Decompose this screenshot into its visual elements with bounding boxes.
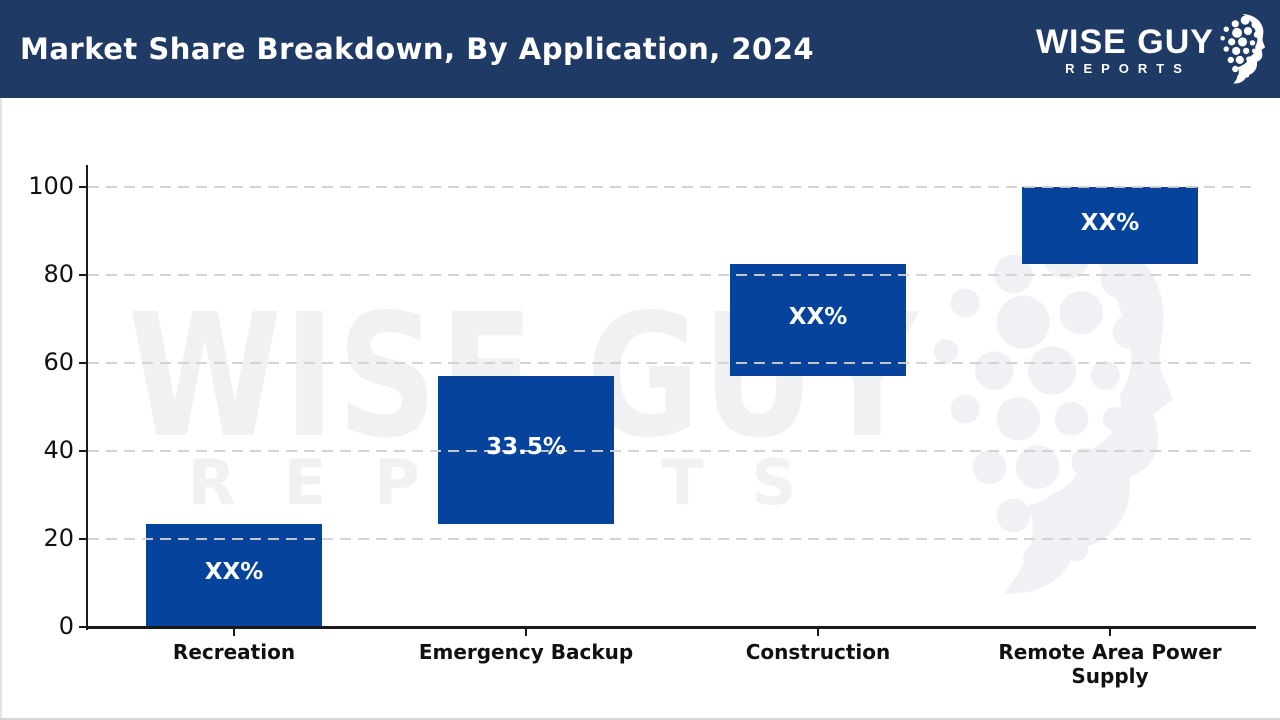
y-tick-label-20: 20 (43, 524, 74, 552)
logo-subtitle: REPORTS (1065, 60, 1191, 76)
bar-value-label-0: XX% (204, 559, 264, 586)
bar-2 (730, 264, 906, 377)
gridline-80 (88, 274, 1256, 276)
y-tick-60 (79, 362, 88, 364)
y-tick-label-80: 80 (43, 260, 74, 288)
x-tick-label-0: Recreation (172, 640, 296, 664)
gridline-60 (88, 362, 1256, 364)
y-tick-100 (79, 186, 88, 188)
plot-canvas: WISE GUY REPORTS XX%33.5%XX%XX%020406080… (0, 98, 1280, 718)
y-tick-0 (79, 626, 88, 628)
x-tick-3 (1109, 627, 1111, 636)
gridline-20 (88, 538, 1256, 540)
wiseguy-logo: WISE GUY REPORTS (1016, 8, 1266, 92)
bar-3 (1022, 187, 1198, 264)
logo-face-icon (1220, 13, 1266, 84)
y-tick-20 (79, 538, 88, 540)
header-bar: Market Share Breakdown, By Application, … (0, 0, 1280, 98)
logo-wordmark: WISE GUY (1035, 22, 1214, 61)
gridline-40 (88, 450, 1256, 452)
x-tick-label-2: Construction (745, 640, 891, 664)
bar-1 (438, 376, 614, 524)
logo-wordmark-block: WISE GUY REPORTS (1036, 25, 1214, 76)
bar-value-label-1: 33.5% (486, 433, 566, 460)
bar-0 (146, 523, 322, 627)
x-tick-2 (817, 627, 819, 636)
y-tick-label-100: 100 (28, 172, 74, 200)
gridline-100 (88, 186, 1256, 188)
x-tick-0 (233, 627, 235, 636)
chart-title: Market Share Breakdown, By Application, … (20, 32, 815, 66)
bar-value-label-2: XX% (788, 304, 848, 331)
y-tick-80 (79, 274, 88, 276)
y-tick-label-0: 0 (58, 612, 74, 640)
x-tick-label-1: Emergency Backup (418, 640, 634, 664)
y-axis-line (86, 165, 88, 630)
x-tick-label-3: Remote Area Power Supply (998, 640, 1222, 688)
y-tick-40 (79, 450, 88, 452)
left-edge-line (0, 98, 2, 718)
x-axis-line (86, 626, 1256, 629)
y-tick-label-40: 40 (43, 436, 74, 464)
bar-value-label-3: XX% (1080, 209, 1140, 236)
x-tick-1 (525, 627, 527, 636)
y-tick-label-60: 60 (43, 348, 74, 376)
